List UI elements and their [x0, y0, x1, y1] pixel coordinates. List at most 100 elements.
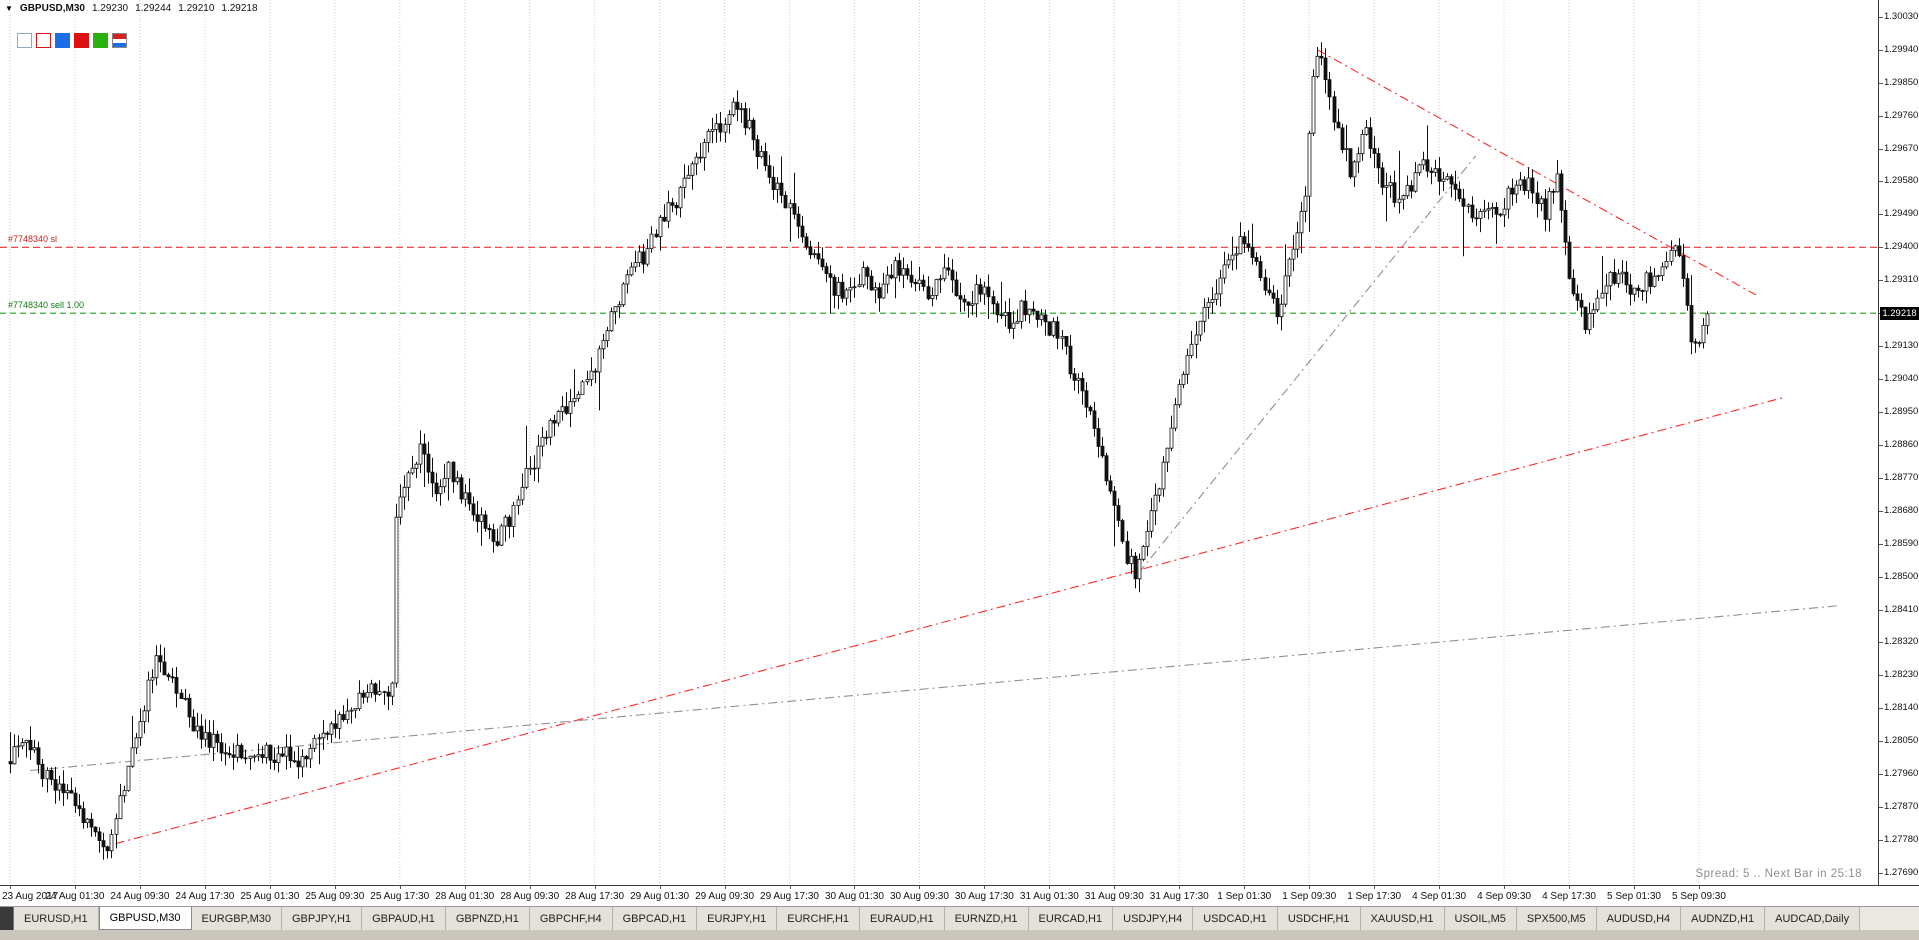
chart-symbol-label: GBPUSD,M30 [19, 3, 85, 14]
time-tick-label: 30 Aug 17:30 [954, 891, 1014, 902]
price-tick-mark [1879, 708, 1883, 710]
chart-tab-eurjpy-h1[interactable]: EURJPY,H1 [697, 907, 778, 930]
chart-area[interactable]: ▼ GBPUSD,M30 1.29230 1.29244 1.29210 1.2… [0, 0, 1878, 885]
price-tick-label: 1.27780 [1884, 834, 1919, 845]
price-axis[interactable]: 1.29218 1.30030 1.29940 1.29850 1.29760 1.29… [1878, 0, 1919, 885]
time-tick-label: 1 Sep 17:30 [1347, 891, 1402, 902]
time-tick-mark [10, 886, 11, 889]
chart-tab-audcad-daily[interactable]: AUDCAD,Daily [1765, 907, 1861, 930]
time-tick-label: 31 Aug 17:30 [1149, 891, 1209, 902]
candlestick-chart[interactable] [0, 0, 1878, 885]
chart-tab-usoil-m5[interactable]: USOIL,M5 [1444, 907, 1517, 930]
time-tick-label: 5 Sep 01:30 [1607, 891, 1661, 902]
time-tick-label: 29 Aug 17:30 [760, 891, 819, 902]
chart-tab-eurcad-h1[interactable]: EURCAD,H1 [1028, 907, 1114, 930]
price-tick-label: 1.29580 [1884, 175, 1919, 187]
trendline-resistance-falling-red[interactable] [1317, 49, 1757, 296]
chart-tab-usdcad-h1[interactable]: USDCAD,H1 [1193, 907, 1278, 930]
price-tick-mark [1879, 280, 1883, 282]
price-tick-mark [1879, 82, 1883, 84]
price-tick-label: 1.27690 [1884, 866, 1919, 878]
time-tick-mark [334, 886, 336, 889]
chart-tab-eurchf-h1[interactable]: EURCHF,H1 [777, 907, 861, 930]
price-tick-mark [1879, 510, 1883, 512]
chart-tab-gbpusd-m30[interactable]: GBPUSD,M30 [98, 907, 192, 930]
chart-tab-euraud-h1[interactable]: EURAUD,H1 [860, 907, 945, 930]
chart-tab-eurusd-h1[interactable]: EURUSD,H1 [14, 907, 99, 930]
spread-next-bar-status: Spread: 5 .. Next Bar in 25:18 [1695, 868, 1862, 880]
price-tick-mark [1879, 477, 1883, 479]
chart-tab-usdjpy-h4[interactable]: USDJPY,H4 [1113, 907, 1194, 930]
time-tick-label: 30 Aug 09:30 [889, 891, 949, 902]
chart-tab-gbpcad-h1[interactable]: GBPCAD,H1 [612, 907, 698, 930]
price-tick-label: 1.28590 [1884, 537, 1919, 549]
ohlc-low: 1.29210 [178, 3, 215, 14]
chevron-down-icon[interactable]: ▼ [5, 4, 13, 13]
time-tick-mark [594, 886, 596, 889]
chart-tab-gbpjpy-h1[interactable]: GBPJPY,H1 [282, 907, 363, 930]
trendline-support-rising-red[interactable] [115, 396, 1785, 845]
solid-blue-icon[interactable] [55, 33, 70, 48]
time-tick-label: 4 Sep 09:30 [1477, 891, 1532, 902]
price-tick-label: 1.28770 [1884, 471, 1919, 483]
order-stop-loss-label: #7748340 sl [8, 234, 58, 245]
outline-lightblue-icon[interactable] [17, 33, 32, 48]
time-tick-label: 31 Aug 01:30 [1019, 891, 1079, 902]
trendline-gray-steep-rising[interactable] [1138, 155, 1477, 574]
price-tick-label: 1.28140 [1884, 702, 1919, 714]
price-tick-mark [1879, 148, 1883, 150]
price-tick-label: 1.28050 [1884, 735, 1919, 747]
time-tick-mark [659, 886, 661, 889]
tab-scroll-button[interactable] [0, 907, 14, 930]
chart-tab-eurgbp-m30[interactable]: EURGBP,M30 [191, 907, 282, 930]
price-tick-mark [1879, 16, 1883, 18]
price-tick-mark [1879, 840, 1883, 841]
time-tick-label: 25 Aug 17:30 [370, 891, 430, 902]
price-tick-label: 1.29760 [1884, 109, 1919, 121]
time-tick-mark [74, 886, 76, 889]
time-tick-mark [1569, 886, 1571, 889]
chart-tab-gbpaud-h1[interactable]: GBPAUD,H1 [362, 907, 446, 930]
time-axis[interactable]: 23 Aug 2017 24 Aug 01:30 24 Aug 09:30 24 Au… [0, 885, 1919, 906]
time-tick-mark [1049, 886, 1051, 889]
chart-tab-bar: EURUSD,H1 GBPUSD,M30 EURGBP,M30 GBPJPY,H1 GB… [0, 906, 1919, 930]
time-tick-label: 29 Aug 01:30 [630, 891, 690, 902]
time-tick-mark [1374, 886, 1376, 889]
status-strip [0, 930, 1919, 940]
chart-tab-audusd-h4[interactable]: AUDUSD,H4 [1596, 907, 1682, 930]
outline-red-icon[interactable] [36, 33, 51, 48]
trendline-gray-shallow-rising[interactable] [30, 605, 1838, 772]
chart-tab-gbpnzd-h1[interactable]: GBPNZD,H1 [445, 907, 530, 930]
candle-bodies-bear [8, 55, 1698, 852]
time-tick-mark [464, 886, 466, 889]
chart-tab-usdchf-h1[interactable]: USDCHF,H1 [1277, 907, 1361, 930]
time-tick-label: 4 Sep 01:30 [1412, 891, 1467, 902]
chart-tab-audnzd-h1[interactable]: AUDNZD,H1 [1681, 907, 1766, 930]
time-tick-mark [724, 886, 726, 889]
price-tick-label: 1.27960 [1884, 768, 1919, 780]
price-tick-mark [1879, 872, 1883, 874]
price-tick-label: 1.30030 [1884, 10, 1919, 22]
ohlc-open: 1.29230 [91, 3, 129, 14]
time-tick-label: 23 Aug 2017 [2, 891, 59, 902]
time-tick-mark [1179, 886, 1181, 889]
price-tick-mark [1879, 675, 1883, 677]
chart-tab-xauusd-h1[interactable]: XAUUSD,H1 [1360, 907, 1445, 930]
time-tick-mark [854, 886, 856, 889]
price-tick-mark [1879, 774, 1883, 776]
time-tick-label: 5 Sep 09:30 [1671, 891, 1726, 902]
chart-tab-spx500-m5[interactable]: SPX500,M5 [1516, 907, 1597, 930]
time-tick-label: 24 Aug 09:30 [110, 891, 170, 902]
price-tick-mark [1879, 379, 1883, 381]
striped-flag-icon[interactable] [112, 33, 127, 48]
price-tick-mark [1879, 642, 1883, 644]
time-tick-mark [1439, 886, 1441, 889]
chart-tab-gbpchf-h4[interactable]: GBPCHF,H4 [529, 907, 613, 930]
solid-red-icon[interactable] [74, 33, 89, 48]
chart-tab-eurnzd-h1[interactable]: EURNZD,H1 [944, 907, 1029, 930]
time-tick-mark [399, 886, 401, 889]
time-tick-label: 28 Aug 09:30 [500, 891, 560, 902]
time-tick-mark [1634, 886, 1635, 889]
price-tick-label: 1.28950 [1884, 405, 1919, 417]
solid-green-icon[interactable] [93, 33, 108, 48]
